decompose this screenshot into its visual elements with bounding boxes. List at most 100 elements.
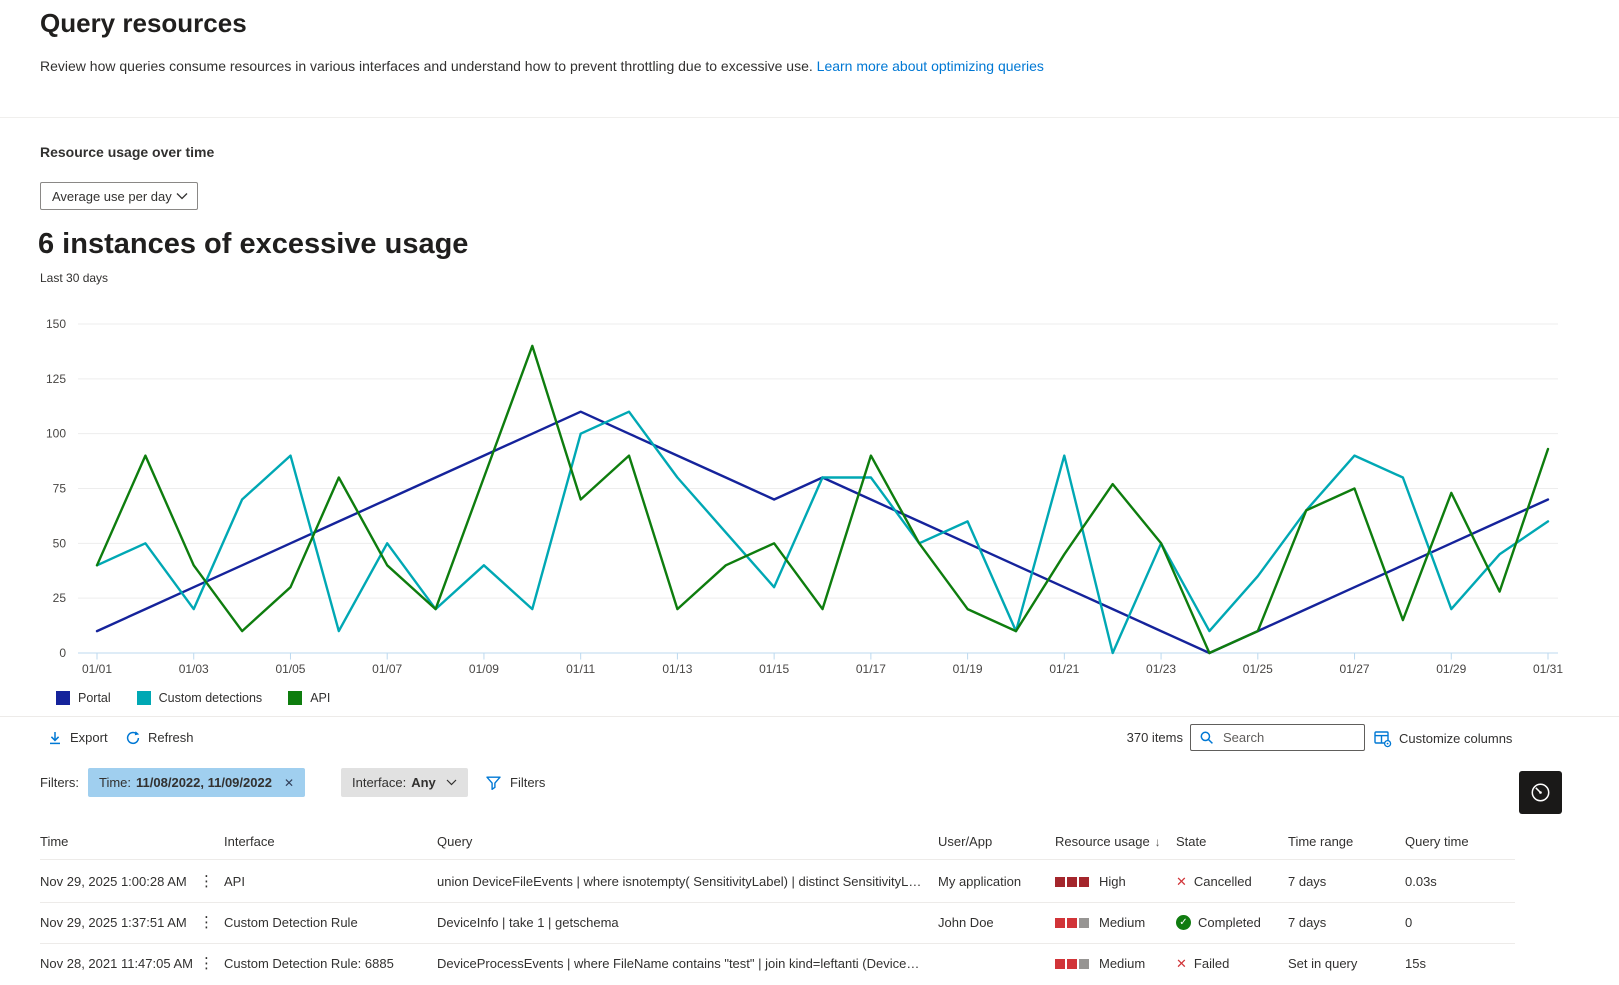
y-axis-tick-label: 25 [53,591,67,605]
x-axis-tick-label: 01/21 [1049,662,1079,676]
gauge-icon [1531,783,1550,802]
legend-label: API [310,691,331,705]
export-label: Export [70,730,108,745]
description-text: Review how queries consume resources in … [40,58,813,74]
learn-more-link[interactable]: Learn more about optimizing queries [816,58,1044,74]
filters-label: Filters: [40,775,79,790]
export-button[interactable]: Export [47,724,108,751]
cell-query-time: 0.03s [1405,874,1437,889]
legend-swatch [288,691,303,705]
filters-button[interactable]: Filters [485,768,545,797]
table-row[interactable]: Nov 28, 2021 11:47:05 AM ⋮ Custom Detectio… [40,943,1515,984]
x-axis-tick-label: 01/19 [953,662,983,676]
customize-columns-button[interactable]: Customize columns [1373,725,1512,752]
cell-state: ✕ Cancelled [1176,861,1252,902]
usage-level-square [1067,958,1077,969]
chevron-down-icon [446,779,457,786]
x-axis-tick-label: 01/05 [275,662,305,676]
x-axis-tick-label: 01/13 [662,662,692,676]
time-chip-value: 11/08/2022, 11/09/2022 [136,775,272,790]
column-header-query_time[interactable]: Query time [1405,834,1469,849]
completed-check-icon: ✓ [1176,915,1191,930]
cell-state: ✓ Completed [1176,902,1261,943]
close-x-icon[interactable]: ✕ [283,775,295,790]
row-menu-button[interactable]: ⋮ [199,873,214,890]
usage-level-square [1079,876,1089,887]
customize-columns-label: Customize columns [1399,731,1513,746]
x-axis-tick-label: 01/15 [759,662,789,676]
table-row[interactable]: Nov 29, 2025 1:00:28 AM ⋮ API union DeviceF… [40,861,1515,903]
refresh-button[interactable]: Refresh [125,724,194,751]
cell-user-app: John Doe [938,915,994,930]
column-header-usage[interactable]: Resource usage ↓ [1055,834,1161,849]
dropdown-selected-value: Average use per day [52,188,172,204]
cell-interface: API [224,874,245,889]
search-box[interactable] [1190,724,1365,751]
filters-button-label: Filters [510,775,546,790]
cell-resource-usage: Medium [1055,943,1145,984]
cell-time-range: Set in query [1288,956,1358,971]
legend-item-portal[interactable]: Portal [56,691,111,705]
y-axis-tick-label: 100 [46,427,66,441]
legend-swatch [56,691,70,705]
column-header-time[interactable]: Time [40,834,69,849]
time-chip-prefix: Time: [99,775,132,790]
legend-item-api[interactable]: API [288,691,330,705]
column-header-time_range[interactable]: Time range [1288,834,1354,849]
x-axis-tick-label: 01/23 [1146,662,1176,676]
series-line-api [95,344,1550,655]
row-menu-button[interactable]: ⋮ [199,914,214,931]
failed-x-icon: ✕ [1176,874,1187,889]
usage-label: High [1099,874,1126,889]
usage-label: Medium [1099,956,1146,971]
y-axis-tick-label: 150 [46,317,66,331]
usage-level-square [1067,876,1077,887]
usage-level-square [1055,917,1065,928]
usage-level-square [1067,917,1077,928]
cell-resource-usage: Medium [1055,902,1145,943]
interface-chip-value: Any [411,775,436,790]
cell-time: Nov 29, 2025 1:37:51 AM [40,915,187,930]
y-axis-tick-label: 0 [59,646,66,660]
chevron-down-icon [176,193,188,200]
usage-level-square [1079,917,1089,928]
y-axis-tick-label: 125 [46,372,66,386]
column-header-state[interactable]: State [1176,834,1207,849]
x-axis-tick-label: 01/07 [372,662,402,676]
column-header-interface[interactable]: Interface [224,834,275,849]
time-filter-chip[interactable]: Time: 11/08/2022, 11/09/2022 ✕ [88,768,306,797]
interface-chip-prefix: Interface: [352,775,407,790]
state-label: Completed [1198,915,1261,930]
page-description: Review how queries consume resources in … [40,58,1044,74]
interface-filter-chip[interactable]: Interface: Any [341,768,468,797]
floating-gauge-button[interactable] [1519,771,1562,814]
magnifier-icon [1200,731,1213,744]
legend-item-custom-detections[interactable]: Custom detections [136,691,263,705]
cell-query: DeviceInfo | take 1 | getschema [437,915,619,930]
cell-time-range: 7 days [1288,874,1327,889]
usage-level-square [1055,958,1065,969]
x-axis-tick-label: 01/25 [1243,662,1273,676]
toolbar-divider [0,716,1619,717]
search-input[interactable] [1221,729,1356,746]
row-menu-button[interactable]: ⋮ [199,955,214,972]
column-header-query[interactable]: Query [437,834,473,849]
cell-state: ✕ Failed [1176,943,1229,984]
usage-level-square [1055,876,1065,887]
table-header-row: Time Interface Query User/App Resource usage… [40,834,1515,854]
cell-query-time: 15s [1405,956,1426,971]
cell-query: union DeviceFileEvents | where isnotempt… [437,874,922,889]
legend-label: Custom detections [158,691,263,705]
table-row[interactable]: Nov 29, 2025 1:37:51 AM ⋮ Custom Detection… [40,902,1515,944]
resource-usage-chart: 0 25 50 75 100 125 150 01/01 01/03 01/05 01/07 01/0… [46,317,1563,676]
column-header-user[interactable]: User/App [938,834,993,849]
usage-level-square [1079,958,1089,969]
cell-interface: Custom Detection Rule [224,915,358,930]
legend-label: Portal [78,691,111,705]
cell-time: Nov 28, 2021 11:47:05 AM [40,956,193,971]
cell-time-range: 7 days [1288,915,1327,930]
usage-metric-dropdown[interactable]: Average use per day [40,182,198,210]
y-axis-tick-label: 75 [53,482,67,496]
cell-resource-usage: High [1055,861,1126,902]
